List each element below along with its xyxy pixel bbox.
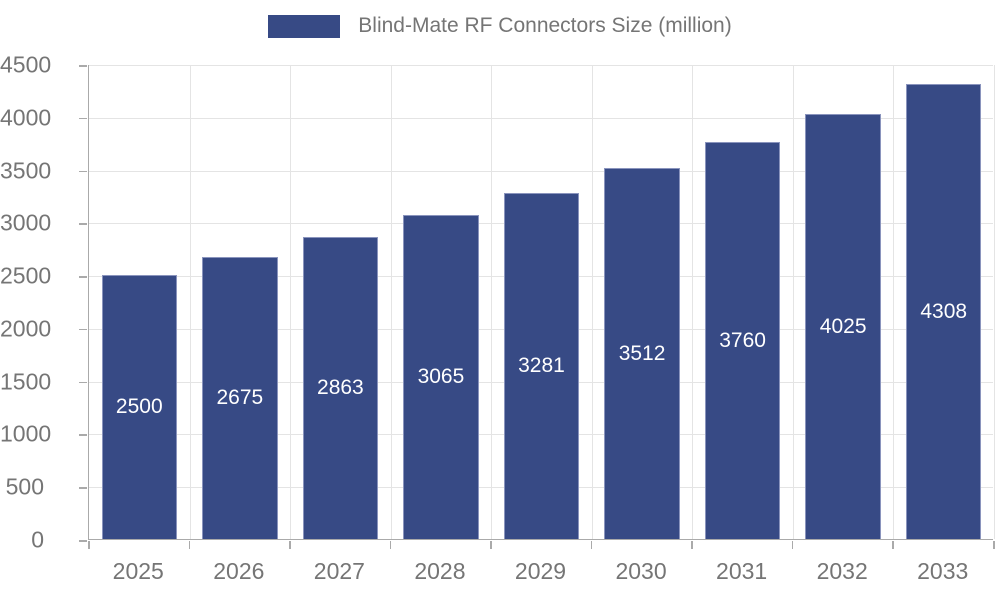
bar-value-label: 2675 [216, 385, 264, 409]
bar-value-label: 4025 [819, 314, 867, 338]
bar-2025: 2500 [101, 275, 177, 539]
x-tick-mark [691, 541, 693, 549]
y-tick-label: 1000 [0, 420, 52, 447]
x-gridline [491, 65, 493, 539]
x-tick-mark [590, 541, 593, 549]
y-tick-mark [79, 170, 87, 173]
x-tick-label: 2030 [615, 558, 667, 584]
bar-2028: 3065 [403, 215, 479, 539]
y-tick-label: 2500 [0, 262, 52, 289]
y-tick-label: 2000 [0, 315, 52, 342]
x-gridline [290, 65, 292, 539]
bar-2027: 2863 [302, 236, 379, 539]
y-tick-mark [79, 117, 87, 120]
x-tick-label: 2028 [414, 558, 466, 584]
x-tick-mark [289, 541, 291, 549]
bar-2031: 3760 [704, 142, 781, 539]
bar-2032: 4025 [805, 114, 881, 539]
x-gridline [390, 65, 392, 539]
x-tick-mark [88, 541, 90, 549]
bar-value-label: 2500 [115, 395, 163, 419]
y-tick-label: 500 [5, 473, 44, 500]
legend-label: Blind-Mate RF Connectors Size (million) [358, 14, 732, 37]
x-tick-label: 2033 [917, 558, 969, 584]
x-tick-label: 2032 [816, 558, 868, 584]
y-tick-mark [79, 276, 87, 278]
y-tick-label: 4500 [0, 51, 52, 78]
y-gridline [89, 117, 993, 119]
y-tick-label: 3000 [0, 209, 52, 236]
x-tick-mark [892, 541, 894, 549]
x-tick-label: 2029 [514, 558, 567, 584]
y-tick-mark [79, 434, 87, 436]
x-gridline [792, 65, 794, 539]
y-tick-mark [79, 540, 87, 542]
bar-2029: 3281 [503, 192, 580, 539]
y-tick-label: 3500 [0, 157, 52, 184]
y-tick-mark [79, 381, 87, 384]
bar-value-label: 3760 [719, 328, 766, 352]
y-tick-mark [79, 328, 87, 331]
y-tick-mark [79, 65, 87, 67]
x-gridline [994, 65, 995, 539]
x-tick-mark [490, 541, 492, 549]
legend-swatch [268, 14, 341, 38]
bar-2033: 4308 [906, 84, 982, 539]
x-gridline [692, 65, 694, 539]
x-tick-mark [791, 541, 794, 549]
y-tick-label: 4000 [0, 104, 52, 131]
x-gridline [189, 65, 191, 539]
bar-value-label: 3281 [518, 353, 565, 377]
x-tick-mark [188, 541, 191, 549]
y-gridline [89, 170, 993, 172]
bar-value-label: 2863 [317, 375, 364, 399]
x-tick-mark [389, 541, 392, 549]
bar-value-label: 3065 [417, 365, 465, 389]
y-tick-mark [79, 223, 87, 225]
x-gridline [591, 65, 593, 539]
bar-value-label: 4308 [920, 299, 968, 323]
y-tick-label: 1500 [0, 368, 52, 395]
bar-value-label: 3512 [618, 341, 666, 365]
x-gridline [893, 65, 895, 539]
plot-area: 2500 2675 2863 3065 3281 3512 3760 4025 4308 [88, 65, 995, 540]
x-tick-label: 2026 [213, 558, 265, 584]
x-tick-label: 2027 [313, 558, 365, 584]
x-tick-mark [993, 541, 995, 549]
bar-2030: 3512 [604, 168, 680, 539]
x-tick-label: 2025 [112, 558, 164, 584]
y-gridline [89, 65, 993, 66]
y-tick-mark [79, 487, 87, 489]
bar-2026: 2675 [202, 256, 278, 539]
y-tick-label: 0 [31, 526, 44, 553]
legend: Blind-Mate RF Connectors Size (million) [0, 14, 1000, 38]
x-tick-label: 2031 [716, 558, 768, 584]
